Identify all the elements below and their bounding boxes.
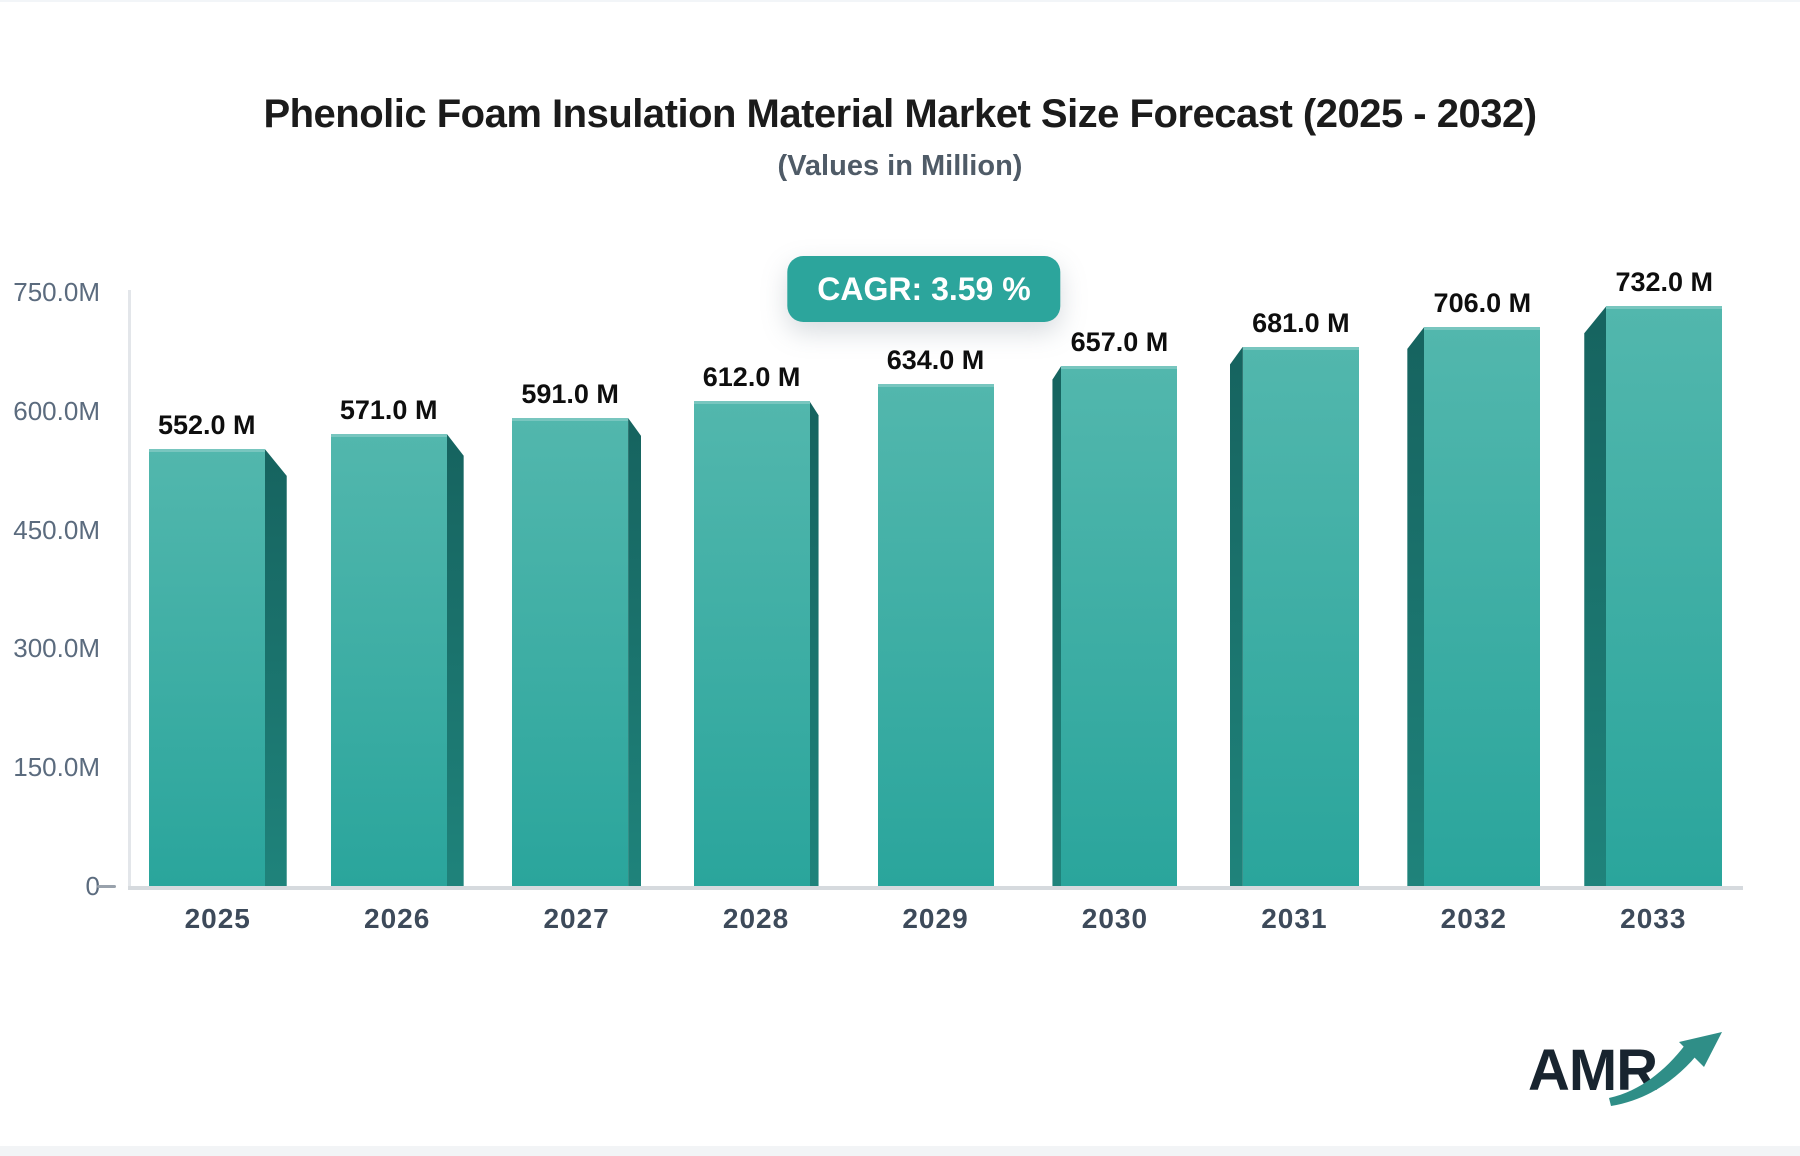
bar-value-label: 612.0 M (702, 362, 801, 393)
bar-front-face (1242, 346, 1359, 886)
bar-2031 (1229, 346, 1359, 886)
x-tick-2032: 2032 (1440, 903, 1507, 934)
bar-front-face (1606, 306, 1723, 886)
bar-value-label: 681.0 M (1252, 307, 1350, 338)
bar-side-face (446, 433, 464, 886)
bar-value-label: 552.0 M (157, 409, 256, 440)
x-axis-line (128, 886, 1743, 890)
bar-value-label: 706.0 M (1433, 287, 1532, 318)
bar-2027 (512, 417, 642, 886)
zero-tick-dash (97, 885, 116, 888)
y-axis: 0 150.0M 300.0M 450.0M 600.0M 750.0M (0, 277, 128, 901)
x-tick-2033: 2033 (1620, 903, 1687, 934)
logo-arrow-head (1679, 1032, 1722, 1067)
bar-front-face (148, 448, 265, 886)
bar-2028 (693, 401, 819, 886)
y-tick-300.0M: 300.0M (13, 633, 100, 664)
chart-title: Phenolic Foam Insulation Material Market… (263, 92, 1537, 136)
bar-front-face (1424, 326, 1541, 886)
y-tick-600.0M: 600.0M (13, 395, 100, 426)
x-tick-2030: 2030 (1081, 903, 1149, 934)
bar-2026 (330, 433, 464, 886)
x-tick-2025: 2025 (184, 903, 251, 934)
bar-front-face (330, 433, 447, 886)
x-axis: 2025 2026 2027 2028 2029 2030 2031 2032 2033 (128, 886, 1743, 946)
chart-subtitle: (Values in Million) (777, 150, 1023, 182)
bar-2029 (877, 383, 994, 886)
top-border (0, 0, 1800, 2)
bar-side-face (1584, 306, 1607, 886)
y-tick-450.0M: 450.0M (13, 514, 100, 545)
bar-side-face (1407, 326, 1425, 886)
bar-front-face (1061, 365, 1178, 886)
logo-arrow-swoosh (1609, 1045, 1696, 1106)
bar-2030 (1052, 365, 1178, 886)
x-tick-2031: 2031 (1261, 903, 1328, 934)
bar-side-face (628, 417, 642, 886)
bar-side-face (1229, 346, 1243, 886)
x-tick-2027: 2027 (543, 903, 610, 934)
y-tick-750.0M: 750.0M (13, 277, 100, 307)
y-tick-0: 0 (85, 871, 100, 901)
bar-side-face (809, 401, 819, 886)
y-axis-line (128, 290, 131, 886)
bar-value-label: 591.0 M (521, 378, 619, 409)
bar-value-label: 657.0 M (1070, 326, 1169, 357)
bar-side-face (1052, 365, 1062, 886)
bar-value-label: 571.0 M (339, 394, 438, 425)
amr-logo-svg: AMR (1528, 1032, 1722, 1106)
bar-2033 (1584, 306, 1723, 886)
x-tick-2026: 2026 (364, 903, 431, 934)
plot-area: 2025 2026 2027 2028 2029 2030 2031 2032 2033 552… (128, 267, 1743, 934)
footer-strip (0, 1146, 1800, 1156)
bar-front-face (512, 417, 629, 886)
cagr-badge: CAGR: 3.59 % (787, 256, 1061, 322)
y-tick-150.0M: 150.0M (13, 752, 100, 783)
x-tick-2029: 2029 (902, 903, 969, 934)
bar-value-label: 634.0 M (886, 344, 985, 375)
bar-front-face (693, 401, 810, 886)
amr-logo: AMR (1528, 1028, 1738, 1112)
bar-2032 (1407, 326, 1541, 886)
bar-side-face (264, 448, 287, 886)
cagr-label: CAGR: 3.59 % (817, 271, 1031, 307)
x-tick-2028: 2028 (722, 903, 790, 934)
bar-2025 (148, 448, 287, 886)
bar-value-label: 732.0 M (1615, 267, 1714, 298)
bar-front-face (877, 383, 994, 886)
